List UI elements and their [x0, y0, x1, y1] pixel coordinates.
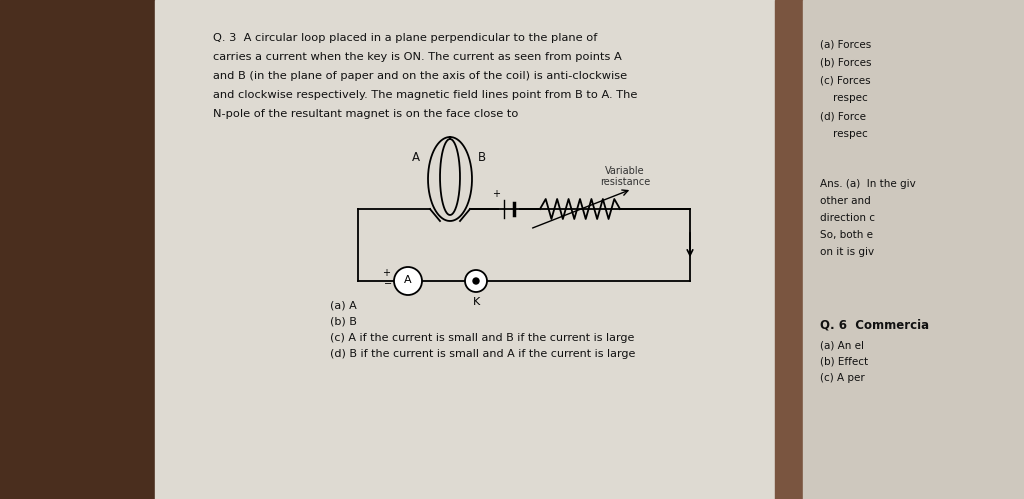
Text: K: K [472, 297, 479, 307]
Text: (a) A: (a) A [330, 301, 356, 311]
Circle shape [473, 278, 479, 284]
Text: (d) Force: (d) Force [820, 111, 866, 121]
Text: A: A [412, 151, 420, 164]
Bar [803, 0, 1024, 499]
Bar [0, 0, 155, 499]
Text: (c) Forces: (c) Forces [820, 75, 870, 85]
Text: resistance: resistance [600, 177, 650, 187]
Text: −: − [384, 279, 392, 289]
Text: (b) Effect: (b) Effect [820, 357, 868, 367]
Text: respec: respec [820, 93, 867, 103]
Text: (c) A if the current is small and B if the current is large: (c) A if the current is small and B if t… [330, 333, 635, 343]
Text: Variable: Variable [605, 166, 645, 176]
Text: (a) Forces: (a) Forces [820, 39, 871, 49]
Text: direction c: direction c [820, 213, 874, 223]
Circle shape [465, 270, 487, 292]
Text: on it is giv: on it is giv [820, 247, 874, 257]
Text: (d) B if the current is small and A if the current is large: (d) B if the current is small and A if t… [330, 349, 635, 359]
Text: A: A [404, 275, 412, 285]
Text: B: B [478, 151, 486, 164]
Text: N-pole of the resultant magnet is on the face close to: N-pole of the resultant magnet is on the… [213, 109, 518, 119]
Text: +: + [492, 189, 500, 199]
Text: So, both e: So, both e [820, 230, 873, 240]
Text: carries a current when the key is ON. The current as seen from points A: carries a current when the key is ON. Th… [213, 52, 622, 62]
Text: respec: respec [820, 129, 867, 139]
Bar [155, 0, 775, 499]
Text: Q. 6  Commercia: Q. 6 Commercia [820, 319, 929, 332]
Text: other and: other and [820, 196, 870, 206]
Circle shape [394, 267, 422, 295]
Text: (a) An el: (a) An el [820, 341, 864, 351]
Text: +: + [382, 268, 390, 278]
Text: Ans. (a)  In the giv: Ans. (a) In the giv [820, 179, 915, 189]
Text: (b) B: (b) B [330, 317, 357, 327]
Text: (b) Forces: (b) Forces [820, 57, 871, 67]
Text: and clockwise respectively. The magnetic field lines point from B to A. The: and clockwise respectively. The magnetic… [213, 90, 637, 100]
Text: (c) A per: (c) A per [820, 373, 864, 383]
Text: Q. 3  A circular loop placed in a plane perpendicular to the plane of: Q. 3 A circular loop placed in a plane p… [213, 33, 597, 43]
Bar [775, 0, 803, 499]
Text: and B (in the plane of paper and on the axis of the coil) is anti-clockwise: and B (in the plane of paper and on the … [213, 71, 627, 81]
